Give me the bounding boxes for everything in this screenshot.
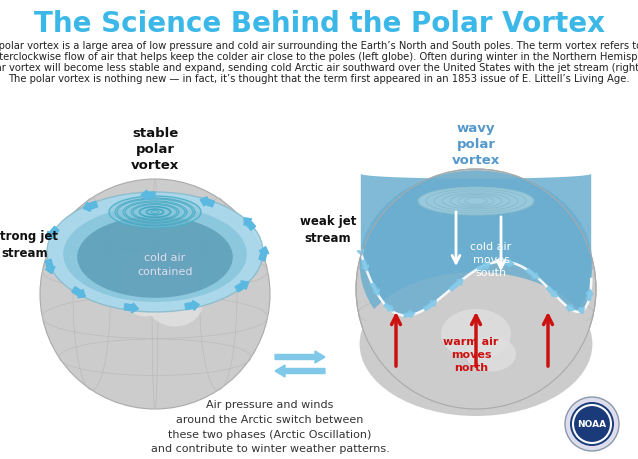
- Ellipse shape: [360, 272, 593, 416]
- Ellipse shape: [466, 337, 516, 372]
- FancyArrow shape: [72, 287, 85, 298]
- FancyArrow shape: [362, 260, 369, 271]
- FancyArrow shape: [275, 351, 325, 363]
- Ellipse shape: [47, 193, 263, 312]
- FancyArrow shape: [84, 202, 98, 212]
- Text: weak jet
stream: weak jet stream: [300, 214, 356, 245]
- Ellipse shape: [125, 282, 165, 317]
- FancyArrow shape: [275, 365, 325, 377]
- Text: The polar vortex is nothing new — in fact, it’s thought that the term first appe: The polar vortex is nothing new — in fac…: [8, 74, 630, 84]
- Ellipse shape: [418, 188, 534, 216]
- FancyArrow shape: [124, 303, 138, 313]
- FancyArrow shape: [384, 303, 394, 311]
- Text: NOAA: NOAA: [577, 420, 607, 429]
- FancyArrow shape: [235, 281, 249, 292]
- FancyArrow shape: [586, 290, 593, 301]
- Text: The polar vortex is a large area of low pressure and cold air surrounding the Ea: The polar vortex is a large area of low …: [0, 41, 638, 51]
- Text: the polar vortex will become less stable and expand, sending cold Arctic air sou: the polar vortex will become less stable…: [0, 63, 638, 73]
- FancyArrow shape: [477, 263, 490, 271]
- Ellipse shape: [40, 179, 270, 409]
- Circle shape: [570, 402, 614, 446]
- FancyArrow shape: [547, 286, 557, 297]
- Circle shape: [565, 397, 619, 451]
- FancyArrow shape: [141, 190, 155, 201]
- FancyArrow shape: [244, 218, 255, 231]
- FancyArrow shape: [371, 283, 379, 296]
- Text: wavy
polar
vortex: wavy polar vortex: [452, 122, 500, 167]
- Text: cold air
contained: cold air contained: [137, 253, 193, 276]
- Ellipse shape: [360, 171, 593, 358]
- FancyArrow shape: [45, 260, 55, 274]
- FancyArrow shape: [578, 308, 584, 314]
- FancyArrow shape: [200, 197, 214, 207]
- FancyArrow shape: [404, 311, 415, 318]
- Ellipse shape: [147, 282, 202, 327]
- Text: stable
polar
vortex: stable polar vortex: [131, 127, 179, 172]
- Polygon shape: [361, 174, 591, 316]
- Ellipse shape: [122, 249, 198, 309]
- FancyArrow shape: [185, 301, 199, 311]
- FancyArrow shape: [526, 269, 538, 279]
- Text: counterclockwise flow of air that helps keep the colder air close to the poles (: counterclockwise flow of air that helps …: [0, 52, 638, 62]
- Text: strong jet
stream: strong jet stream: [0, 230, 57, 259]
- FancyArrow shape: [48, 227, 59, 240]
- Ellipse shape: [109, 196, 201, 229]
- Text: cold air
moves
south: cold air moves south: [470, 241, 512, 278]
- Ellipse shape: [77, 217, 233, 298]
- Text: The Science Behind the Polar Vortex: The Science Behind the Polar Vortex: [34, 10, 604, 38]
- FancyArrow shape: [566, 305, 574, 311]
- Ellipse shape: [63, 207, 247, 302]
- FancyArrow shape: [357, 250, 364, 256]
- Text: Air pressure and winds
around the Arctic switch between
these two phases (Arctic: Air pressure and winds around the Arctic…: [151, 399, 389, 453]
- FancyArrow shape: [449, 280, 463, 291]
- FancyArrow shape: [501, 260, 514, 267]
- FancyArrow shape: [259, 247, 269, 261]
- FancyArrow shape: [424, 301, 436, 311]
- Ellipse shape: [356, 170, 596, 409]
- Text: warm air
moves
north: warm air moves north: [443, 336, 499, 372]
- Ellipse shape: [441, 309, 511, 359]
